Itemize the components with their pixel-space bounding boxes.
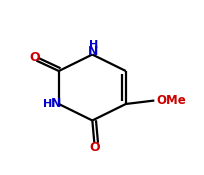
Text: N: N (88, 45, 98, 58)
Text: N: N (50, 97, 61, 110)
Text: O: O (29, 51, 40, 64)
Text: O: O (89, 141, 99, 154)
Text: OMe: OMe (156, 94, 185, 107)
Text: H: H (88, 40, 98, 50)
Text: H: H (43, 99, 52, 109)
